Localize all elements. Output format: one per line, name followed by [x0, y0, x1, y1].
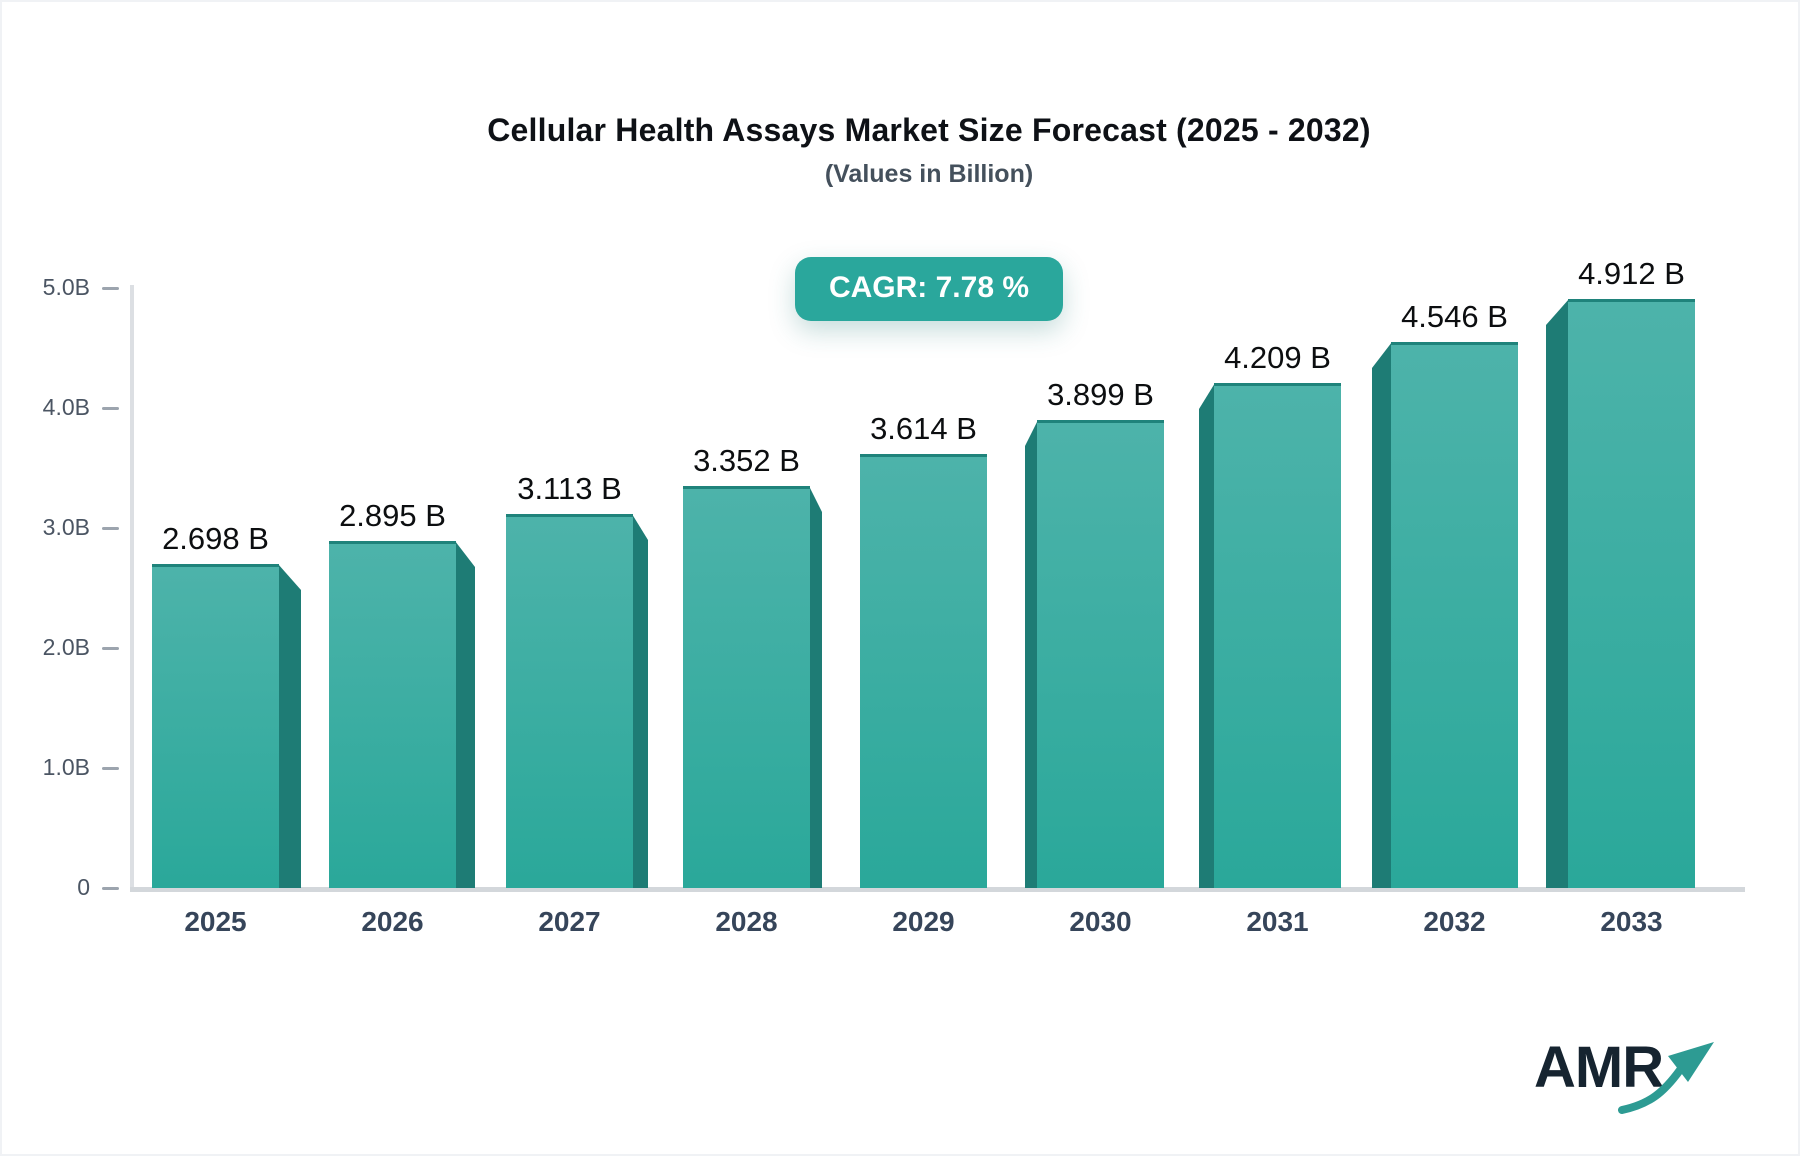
bar: [1568, 299, 1695, 888]
amr-logo: AMR: [1534, 1036, 1754, 1132]
y-axis-label: 3.0B: [42, 514, 90, 540]
cagr-badge: CAGR: 7.78 %: [794, 257, 1064, 321]
x-axis-label: 2030: [1069, 906, 1132, 937]
x-axis-label: 2032: [1423, 906, 1486, 937]
bar-value-label: 3.899 B: [1047, 377, 1154, 412]
bar-value-label: 4.546 B: [1401, 299, 1508, 334]
x-axis-label: 2029: [892, 906, 955, 937]
bar-side: [1199, 383, 1215, 888]
amr-arrow-icon: [1618, 1042, 1714, 1114]
x-axis-label: 2025: [184, 906, 247, 937]
chart-title: Cellular Health Assays Market Size Forec…: [487, 112, 1371, 148]
y-axis-tick: [102, 287, 119, 290]
bar: [683, 486, 810, 888]
bar-side: [809, 486, 822, 888]
bar: [152, 564, 279, 888]
bar-value-label: 4.209 B: [1224, 340, 1331, 375]
y-axis-label: 1.0B: [42, 754, 90, 780]
y-axis-label: 2.0B: [42, 634, 90, 660]
amr-logo-text: AMR: [1534, 1035, 1664, 1100]
bar-side: [1546, 299, 1569, 888]
bar-side: [278, 564, 301, 888]
y-axis-tick: [102, 647, 119, 650]
x-axis-label: 2028: [715, 906, 778, 937]
y-axis-label: 4.0B: [42, 394, 90, 420]
bar-value-label: 3.352 B: [693, 443, 800, 478]
bar-value-label: 2.895 B: [339, 498, 446, 533]
chart-subtitle: (Values in Billion): [824, 160, 1034, 188]
y-axis-label: 0: [77, 874, 90, 900]
bar: [329, 541, 456, 888]
y-axis-tick: [102, 887, 119, 890]
bar: [1214, 383, 1341, 888]
y-axis-label: 5.0B: [42, 274, 90, 300]
y-axis-tick: [102, 407, 119, 410]
bar: [1391, 342, 1518, 888]
bar-side: [1025, 420, 1038, 888]
x-axis-line: [130, 887, 1745, 892]
bar: [1037, 420, 1164, 888]
bar-side: [632, 514, 648, 888]
bar-side: [455, 541, 475, 888]
y-axis-tick: [102, 767, 119, 770]
badge-row: CAGR: 7.78 %: [132, 257, 1726, 321]
x-axis-label: 2033: [1600, 906, 1663, 937]
bar-value-label: 3.113 B: [517, 471, 622, 506]
bar-value-label: 4.912 B: [1578, 256, 1685, 291]
x-axis-label: 2027: [538, 906, 601, 937]
y-axis-line: [130, 285, 134, 892]
bar-value-label: 3.614 B: [870, 411, 977, 446]
bar-side: [1372, 342, 1392, 888]
x-axis-label: 2026: [361, 906, 424, 937]
y-axis-tick: [102, 527, 119, 530]
bar: [506, 514, 633, 888]
x-axis-label: 2031: [1246, 906, 1309, 937]
bar-value-label: 2.698 B: [162, 521, 269, 556]
bar: [860, 454, 987, 888]
